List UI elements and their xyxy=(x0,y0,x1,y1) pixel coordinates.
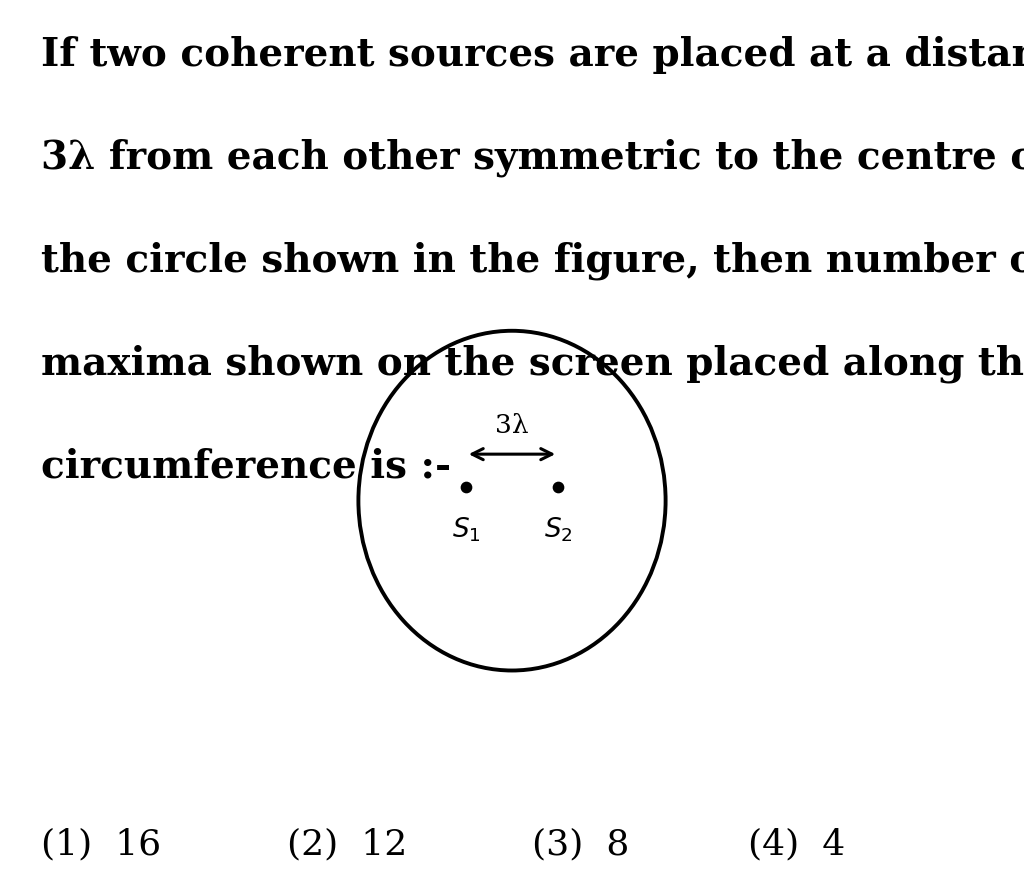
Text: $S_1$: $S_1$ xyxy=(452,516,480,544)
Text: the circle shown in the figure, then number of: the circle shown in the figure, then num… xyxy=(41,241,1024,280)
Point xyxy=(550,480,566,494)
Text: If two coherent sources are placed at a distance: If two coherent sources are placed at a … xyxy=(41,36,1024,74)
Point xyxy=(458,480,474,494)
Text: (1)  16: (1) 16 xyxy=(41,828,161,862)
Text: (2)  12: (2) 12 xyxy=(287,828,407,862)
Text: 3λ from each other symmetric to the centre of: 3λ from each other symmetric to the cent… xyxy=(41,139,1024,177)
Text: (4)  4: (4) 4 xyxy=(748,828,845,862)
Text: 3λ: 3λ xyxy=(496,413,528,438)
Text: maxima shown on the screen placed along the: maxima shown on the screen placed along … xyxy=(41,344,1024,383)
Text: circumference is :-: circumference is :- xyxy=(41,447,452,485)
Text: $S_2$: $S_2$ xyxy=(544,516,572,544)
Text: (3)  8: (3) 8 xyxy=(532,828,630,862)
